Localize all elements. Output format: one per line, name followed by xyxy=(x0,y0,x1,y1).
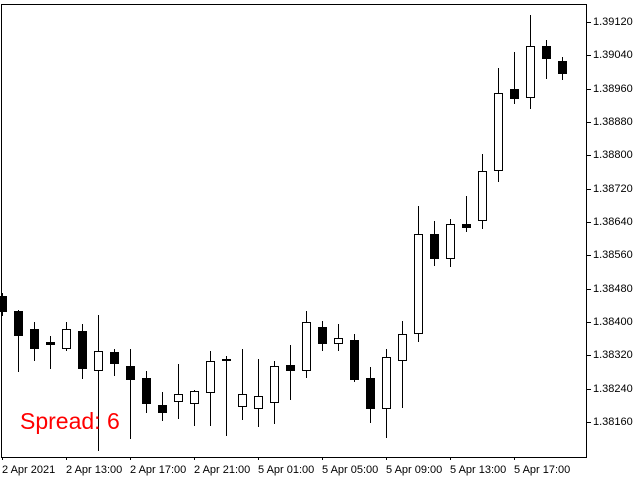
price-axis-tick xyxy=(586,355,591,357)
candle-body-bear xyxy=(318,327,327,345)
candle-wick xyxy=(98,314,99,452)
candle-wick xyxy=(290,344,291,400)
candle-wick xyxy=(242,349,243,421)
time-axis-tick xyxy=(450,457,451,460)
time-axis-label: 5 Apr 05:00 xyxy=(322,464,379,476)
candle-body-bull xyxy=(302,322,311,372)
time-axis-tick xyxy=(66,457,67,460)
candle-body-bear xyxy=(46,342,55,346)
price-axis-tick xyxy=(586,121,591,123)
spread-label: Spread: 6 xyxy=(20,408,120,434)
candle-body-bull xyxy=(334,337,343,345)
price-axis-tick xyxy=(586,21,591,23)
candle-body-bear xyxy=(30,329,39,350)
time-axis-tick xyxy=(322,457,323,460)
candle-body-bear xyxy=(542,46,551,60)
candle-body-bear xyxy=(0,296,7,312)
price-axis-label: 1.39040 xyxy=(593,49,633,62)
time-axis-tick xyxy=(2,457,3,460)
candle-body-bull xyxy=(62,328,71,349)
candle-wick xyxy=(130,349,131,439)
candle-body-bear xyxy=(558,61,567,75)
candle-wick xyxy=(258,359,259,427)
price-axis-label: 1.38240 xyxy=(593,382,633,395)
candle-body-bear xyxy=(142,377,151,404)
candle-wick xyxy=(178,364,179,420)
candle-wick xyxy=(226,356,227,437)
candle-body-bear xyxy=(286,364,295,372)
price-axis-label: 1.38160 xyxy=(593,416,633,428)
time-axis-tick xyxy=(258,457,259,460)
candle-body-bull xyxy=(190,390,199,404)
candle-wick xyxy=(194,389,195,427)
price-axis-tick xyxy=(586,255,591,257)
candle-body-bull xyxy=(270,366,279,403)
price-axis-label: 1.39120 xyxy=(593,15,633,28)
candle-body-bear xyxy=(126,366,135,381)
candle-body-bear xyxy=(222,358,231,362)
price-axis-label: 1.38960 xyxy=(593,82,633,95)
candle-body-bull xyxy=(174,394,183,403)
time-axis-label: 2 Apr 17:00 xyxy=(130,464,187,476)
candle-body-bull xyxy=(526,46,535,98)
candle-body-bull xyxy=(398,334,407,362)
time-axis-tick xyxy=(194,457,195,460)
candle-body-bear xyxy=(110,352,119,365)
candle-body-bull xyxy=(494,92,503,171)
candle-body-bear xyxy=(14,311,23,337)
price-axis-tick xyxy=(586,188,591,190)
candle-body-bull xyxy=(238,394,247,408)
price-axis-tick xyxy=(586,222,591,223)
candle-wick xyxy=(514,51,515,104)
time-axis-tick xyxy=(130,457,131,460)
time-axis-label: 2 Apr 13:00 xyxy=(66,464,123,476)
candle-body-bear xyxy=(510,89,519,99)
time-axis-label: 2 Apr 21:00 xyxy=(194,464,251,476)
candle-wick xyxy=(466,195,467,233)
time-axis-label: 5 Apr 17:00 xyxy=(514,464,571,476)
candle-body-bull xyxy=(382,357,391,410)
candle-body-bull xyxy=(478,170,487,221)
candle-body-bull xyxy=(414,234,423,334)
candle-body-bull xyxy=(446,224,455,259)
price-axis-tick xyxy=(586,155,591,157)
time-axis-label: 2 Apr 2021 xyxy=(2,464,56,476)
time-axis-tick xyxy=(386,457,387,460)
candle-wick xyxy=(402,321,403,408)
price-axis-label: 1.38720 xyxy=(593,182,633,195)
price-axis-tick xyxy=(586,322,591,323)
candle-body-bear xyxy=(350,339,359,380)
time-axis-label: 5 Apr 13:00 xyxy=(450,464,507,476)
price-axis-tick xyxy=(586,88,591,90)
price-axis-tick xyxy=(586,422,591,423)
candle-body-bear xyxy=(366,377,375,410)
candle-wick xyxy=(546,40,547,79)
price-axis-tick xyxy=(586,288,591,290)
candle-body-bear xyxy=(430,234,439,259)
time-axis-label: 5 Apr 01:00 xyxy=(258,464,315,476)
candle-body-bull xyxy=(206,361,215,393)
price-axis-label: 1.38480 xyxy=(593,282,633,295)
candle-body-bull xyxy=(254,395,263,409)
price-axis-label: 1.38640 xyxy=(593,216,633,228)
price-axis-label: 1.38320 xyxy=(593,349,633,362)
candle-body-bear xyxy=(78,331,87,370)
time-axis-tick xyxy=(514,457,515,460)
candle-wick xyxy=(338,324,339,352)
candle-body-bear xyxy=(462,223,471,228)
candle-wick xyxy=(50,336,51,370)
chart-frame xyxy=(1,4,587,458)
candle-body-bear xyxy=(158,404,167,413)
price-axis-label: 1.38400 xyxy=(593,316,633,328)
price-axis-label: 1.38800 xyxy=(593,149,633,162)
price-axis-tick xyxy=(586,55,591,57)
price-axis-label: 1.38560 xyxy=(593,249,633,262)
time-axis-label: 5 Apr 09:00 xyxy=(386,464,443,476)
price-axis-label: 1.38880 xyxy=(593,115,633,128)
candle-wick xyxy=(18,309,19,372)
price-axis-tick xyxy=(586,388,591,390)
candle-body-bull xyxy=(94,351,103,372)
